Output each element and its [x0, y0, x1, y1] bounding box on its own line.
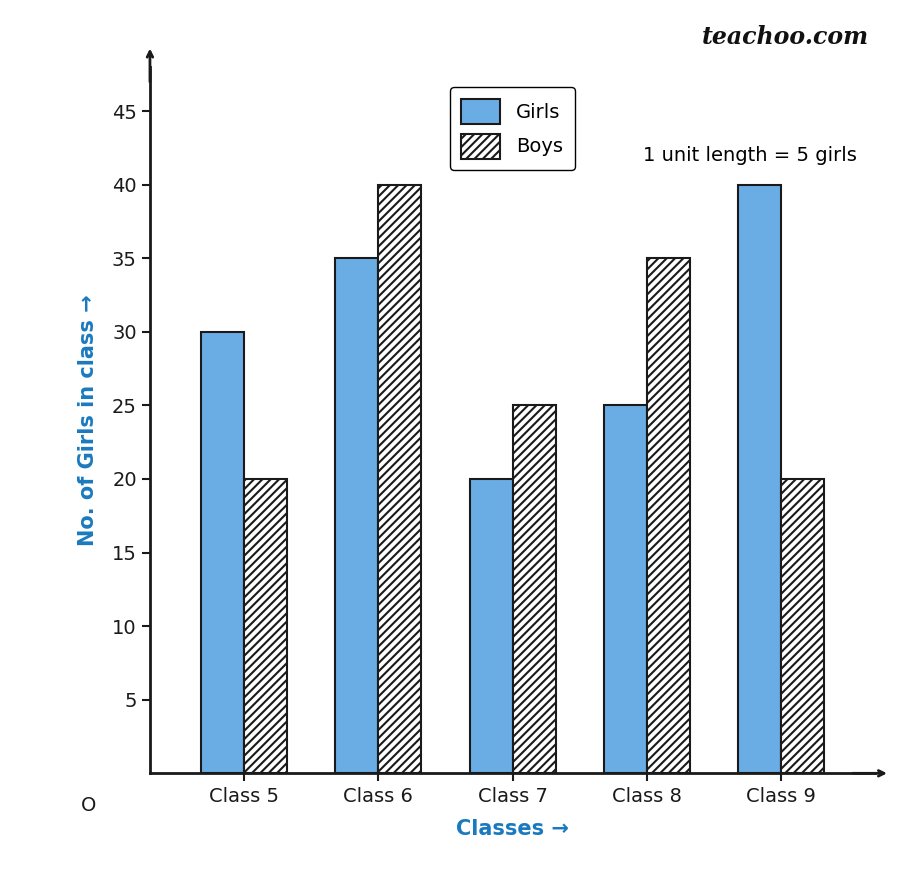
Legend: Girls, Boys: Girls, Boys [450, 87, 574, 170]
Text: O: O [81, 796, 96, 814]
X-axis label: Classes →: Classes → [456, 820, 569, 839]
Bar [201, 332, 244, 773]
Bar [647, 258, 690, 773]
Bar [244, 479, 287, 773]
Bar [336, 258, 378, 773]
Bar [470, 479, 513, 773]
Bar [513, 406, 555, 773]
Y-axis label: No. of Girls in class →: No. of Girls in class → [78, 295, 98, 546]
Bar [738, 184, 781, 773]
Text: 1 unit length = 5 girls: 1 unit length = 5 girls [644, 146, 857, 165]
Text: teachoo.com: teachoo.com [701, 25, 868, 49]
Bar [378, 184, 421, 773]
Bar [781, 479, 824, 773]
Bar [604, 406, 647, 773]
